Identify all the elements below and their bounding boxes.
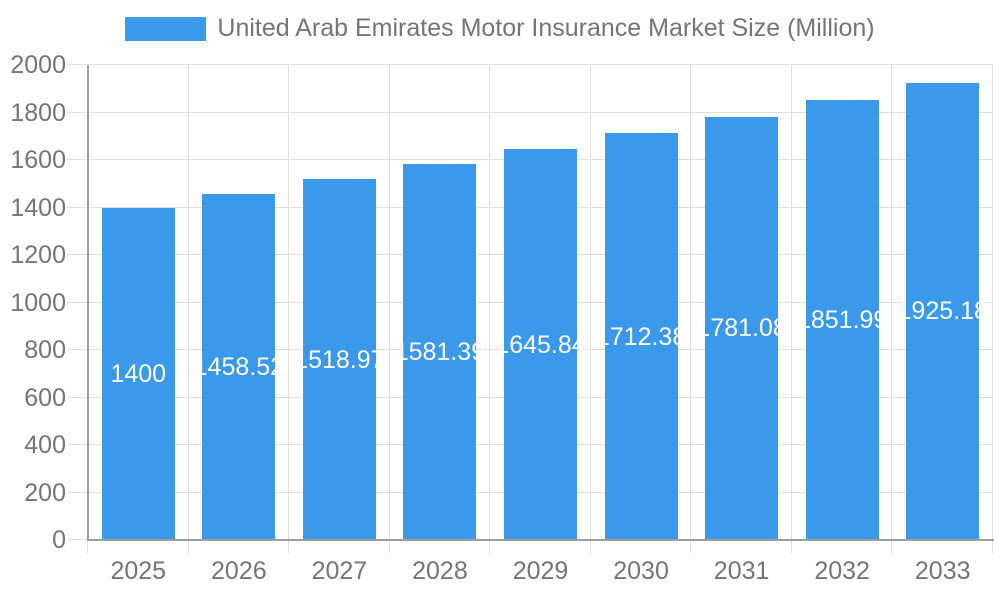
x-gridline — [489, 65, 491, 540]
y-axis-label: 1200 — [10, 241, 66, 269]
y-axis-label: 0 — [52, 526, 66, 554]
bar-2027[interactable] — [302, 179, 376, 540]
y-axis-tick — [67, 301, 88, 303]
x-axis-tick — [187, 540, 189, 553]
bar-2030[interactable] — [604, 133, 678, 540]
x-gridline — [187, 65, 189, 540]
x-axis-tick — [87, 540, 88, 553]
y-axis-label: 1800 — [10, 98, 66, 127]
x-axis-label: 2025 — [110, 557, 167, 585]
y-axis-tick — [67, 396, 88, 398]
x-axis-label: 2031 — [713, 557, 770, 585]
bar-value-label: 1400 — [110, 359, 167, 388]
y-gridline — [88, 111, 993, 113]
y-axis-tick — [67, 206, 88, 208]
y-axis-tick — [67, 159, 88, 160]
y-axis-label: 200 — [24, 478, 66, 507]
x-gridline — [388, 65, 390, 540]
bar-2026[interactable] — [202, 193, 276, 540]
x-axis-label: 2028 — [412, 557, 468, 585]
y-axis-label: 2000 — [10, 51, 66, 79]
y-axis-tick — [67, 64, 88, 65]
y-axis-label: 1600 — [10, 146, 66, 174]
x-axis-label: 2026 — [211, 557, 267, 585]
x-axis-tick — [288, 540, 290, 553]
x-axis-line — [87, 539, 994, 541]
x-axis-tick — [589, 540, 591, 553]
y-axis-label: 800 — [24, 336, 66, 364]
y-axis-line — [87, 65, 89, 541]
x-gridline — [589, 65, 591, 540]
y-axis-label: 1000 — [10, 288, 66, 317]
y-axis-label: 400 — [24, 431, 66, 459]
y-axis-tick — [67, 111, 88, 113]
bar-2025[interactable] — [101, 207, 175, 540]
x-gridline — [288, 65, 290, 540]
y-axis-tick — [67, 444, 88, 445]
legend-label: United Arab Emirates Motor Insurance Mar… — [217, 14, 875, 42]
y-axis-tick — [67, 491, 88, 493]
x-axis-label: 2032 — [814, 557, 870, 585]
x-axis-tick — [992, 540, 993, 553]
x-axis-label: 2027 — [311, 557, 368, 585]
legend[interactable]: United Arab Emirates Motor Insurance Mar… — [0, 14, 1000, 43]
bar-2029[interactable] — [504, 149, 577, 540]
x-axis-tick — [690, 540, 692, 553]
x-axis-label: 2030 — [613, 557, 669, 585]
bar-value-label: 1925.18 — [897, 297, 988, 326]
x-axis-tick — [388, 540, 390, 553]
x-gridline — [992, 65, 993, 540]
y-axis-label: 1400 — [10, 193, 66, 222]
bar-value-label: 1781.08 — [696, 314, 787, 343]
y-axis-tick — [67, 349, 88, 350]
x-axis-tick — [891, 540, 893, 553]
bar-value-label: 1518.97 — [294, 345, 385, 374]
x-axis-tick — [489, 540, 491, 553]
x-gridline — [790, 65, 792, 540]
x-gridline — [690, 65, 692, 540]
y-gridline — [88, 64, 993, 65]
bar-2028[interactable] — [403, 164, 477, 540]
bar-value-label: 1851.99 — [796, 306, 888, 335]
x-axis-tick — [790, 540, 792, 553]
y-axis-tick — [67, 254, 88, 255]
x-axis-label: 2033 — [914, 557, 971, 585]
x-gridline — [891, 65, 893, 540]
bar-2031[interactable] — [705, 116, 779, 540]
y-axis-label: 600 — [24, 383, 66, 412]
bar-value-label: 1645.84 — [495, 330, 586, 359]
bar-value-label: 1458.52 — [193, 352, 285, 381]
legend-swatch[interactable] — [125, 16, 207, 41]
x-axis-label: 2029 — [512, 557, 569, 585]
bar-value-label: 1712.38 — [595, 322, 687, 351]
bar-2032[interactable] — [805, 100, 879, 540]
bar-value-label: 1581.39 — [394, 338, 486, 367]
y-axis-tick — [67, 539, 88, 540]
bar-2033[interactable] — [906, 82, 980, 540]
